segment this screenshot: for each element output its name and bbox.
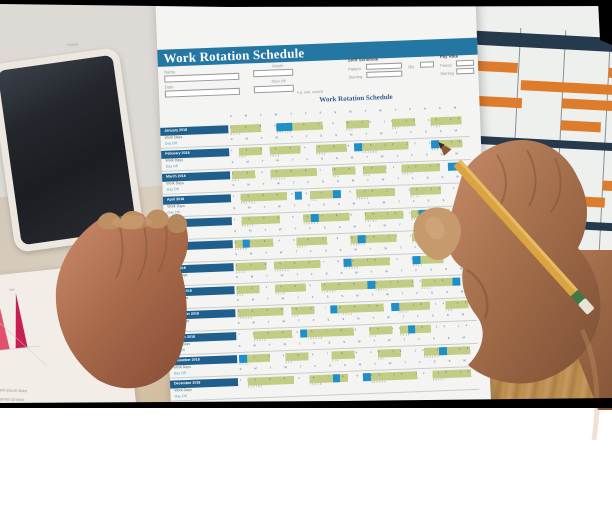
svg-text:sit amet consect: sit amet consect bbox=[0, 396, 25, 402]
svg-text:Lorem ipsum dolor: Lorem ipsum dolor bbox=[0, 387, 28, 393]
